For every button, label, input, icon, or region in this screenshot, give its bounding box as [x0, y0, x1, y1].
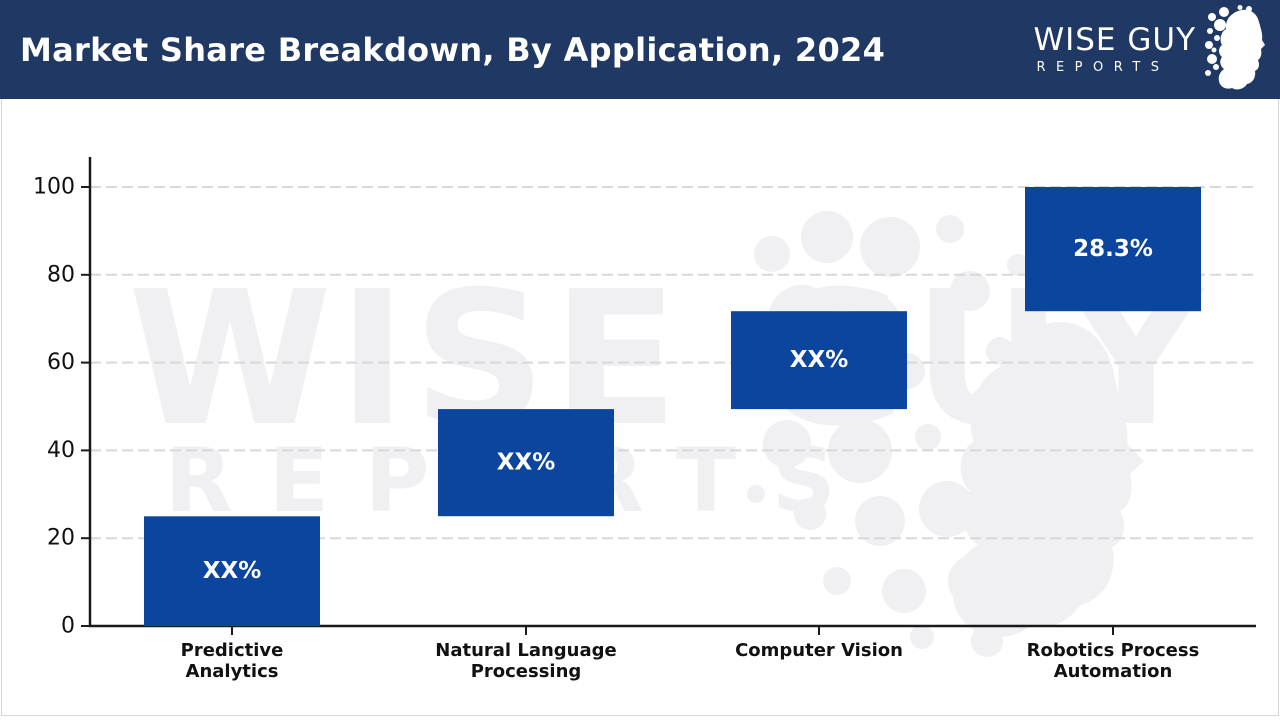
x-category-label: Processing	[471, 661, 582, 682]
plot: 0 20 40 60 80 100 XX% Predictive Analytics XX% Nat…	[2, 99, 1278, 715]
y-tick-label: 20	[47, 526, 75, 551]
y-tick-label: 80	[47, 262, 75, 287]
x-category-label: Robotics Process	[1027, 640, 1200, 661]
y-tick-label: 60	[47, 350, 75, 375]
bar-0	[144, 516, 320, 627]
bar-value-label: 28.3%	[1073, 236, 1153, 262]
chart-area: WISE GUY REPORTS 020406080100XX%Predicti…	[1, 99, 1279, 716]
page-title: Market Share Breakdown, By Application, …	[20, 30, 886, 69]
bar-1	[438, 409, 614, 517]
logo-text: WISE GUY REPORTS	[1033, 24, 1196, 75]
x-category-label: Natural Language	[435, 640, 616, 661]
logo-subtitle: REPORTS	[1036, 59, 1170, 75]
wise-guy-logo: WISE GUY REPORTS	[1033, 4, 1266, 95]
header: Market Share Breakdown, By Application, …	[0, 0, 1280, 99]
y-tick-label: 0	[61, 614, 75, 639]
x-category-label: Predictive	[181, 640, 284, 661]
y-tick-label: 40	[47, 438, 75, 463]
x-category-label: Analytics	[186, 661, 279, 682]
x-category-label: Automation	[1054, 661, 1173, 682]
logo-wordmark: WISE GUY	[1033, 22, 1196, 59]
bar-3	[1025, 187, 1201, 312]
y-tick-label: 100	[33, 175, 75, 200]
bar-value-label: XX%	[790, 347, 849, 373]
bar-value-label: XX%	[203, 558, 262, 584]
bar-value-label: XX%	[497, 450, 556, 476]
dotted-head-profile-icon	[1204, 4, 1266, 95]
x-category-label: Computer Vision	[735, 640, 903, 661]
